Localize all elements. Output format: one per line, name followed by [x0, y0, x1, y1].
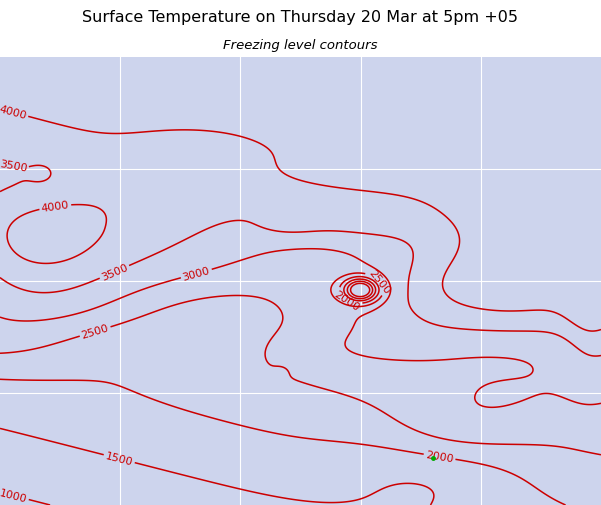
Text: 3000: 3000	[182, 266, 211, 283]
Text: 2500: 2500	[81, 323, 110, 341]
Text: 1500: 1500	[105, 450, 134, 467]
Text: 1000: 1000	[0, 487, 28, 504]
Text: 2000: 2000	[425, 449, 454, 464]
Text: 4000: 4000	[0, 105, 28, 121]
Text: Surface Temperature on Thursday 20 Mar at 5pm +05: Surface Temperature on Thursday 20 Mar a…	[82, 10, 519, 25]
Text: 3500: 3500	[0, 159, 28, 173]
Text: 2000: 2000	[332, 289, 361, 313]
Text: 4000: 4000	[41, 200, 70, 214]
Text: 2500: 2500	[367, 267, 392, 295]
Text: Freezing level contours: Freezing level contours	[223, 39, 378, 52]
Text: 3500: 3500	[100, 262, 129, 282]
